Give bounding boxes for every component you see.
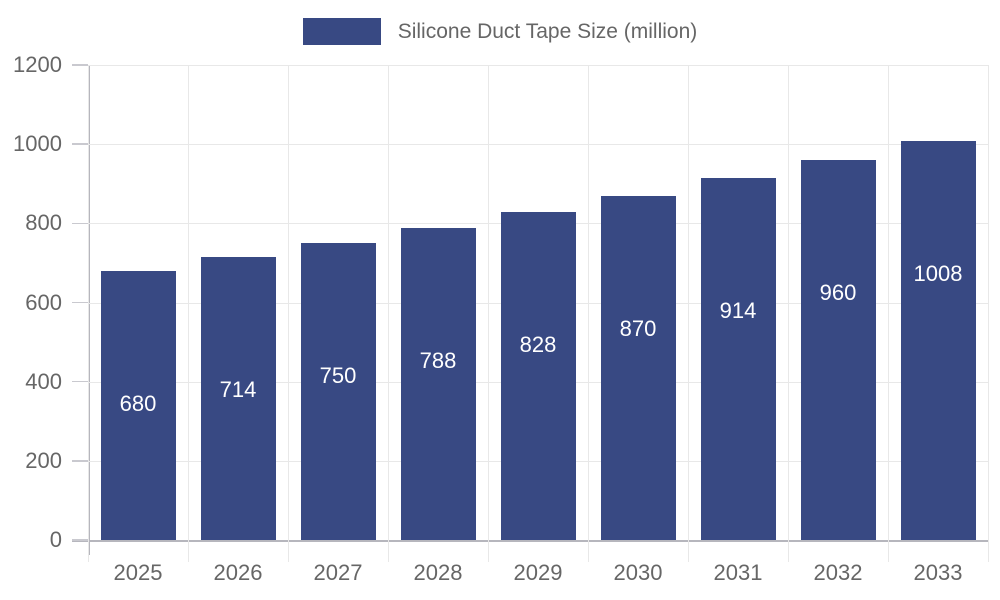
x-axis-spine xyxy=(72,540,988,542)
bar[interactable] xyxy=(500,212,576,540)
x-axis-tick-label: 2028 xyxy=(413,560,463,585)
vertical-gridline xyxy=(488,65,489,562)
horizontal-gridline xyxy=(88,540,988,541)
y-axis-tick-mark xyxy=(72,222,88,225)
x-axis-tick-label: 2033 xyxy=(913,560,963,585)
x-axis-tick-label: 2026 xyxy=(213,560,263,585)
vertical-gridline xyxy=(188,65,189,562)
y-axis-tick-label: 1200 xyxy=(13,52,62,77)
bar[interactable] xyxy=(600,195,676,540)
bar[interactable] xyxy=(200,257,276,540)
bar[interactable] xyxy=(100,270,176,540)
y-axis-tick-mark xyxy=(72,301,88,304)
y-axis-tick-mark xyxy=(72,460,88,462)
y-axis-tick-label: 600 xyxy=(25,289,62,315)
legend-color-swatch xyxy=(302,17,381,45)
vertical-gridline xyxy=(388,65,389,562)
vertical-gridline xyxy=(888,65,889,562)
y-axis-tick-mark xyxy=(72,143,88,145)
y-axis-tick-label: 0 xyxy=(49,527,62,552)
x-axis-tick-label: 2027 xyxy=(313,560,363,585)
vertical-gridline xyxy=(288,65,289,562)
vertical-gridline xyxy=(988,65,989,562)
vertical-gridline xyxy=(788,65,789,562)
bar[interactable] xyxy=(800,160,876,540)
vertical-gridline xyxy=(588,65,589,562)
y-axis-tick-mark xyxy=(72,539,88,541)
y-axis-tick-mark xyxy=(72,64,88,66)
legend-label: Silicone Duct Tape Size (million) xyxy=(397,19,698,43)
legend-item-silicone-duct-tape-size[interactable]: Silicone Duct Tape Size (million) xyxy=(302,17,698,45)
x-axis-tick-label: 2030 xyxy=(613,560,663,585)
x-axis-tick-label: 2025 xyxy=(113,560,163,585)
vertical-gridline xyxy=(688,65,689,562)
bar[interactable] xyxy=(900,141,976,540)
x-axis-tick-label: 2031 xyxy=(713,560,763,585)
vertical-gridline xyxy=(88,65,89,562)
bar[interactable] xyxy=(700,178,776,540)
x-axis-tick-label: 2029 xyxy=(513,560,563,585)
chart-legend: Silicone Duct Tape Size (million) xyxy=(0,12,1000,50)
horizontal-gridline xyxy=(88,144,988,146)
bar[interactable] xyxy=(400,228,476,540)
horizontal-gridline xyxy=(88,65,988,66)
y-axis-tick-label: 1000 xyxy=(13,131,62,157)
plot-area: 680 714 750 788 828 870 914 960 1008 xyxy=(88,65,989,562)
y-axis-tick-label: 800 xyxy=(25,210,62,236)
x-axis-tick-label: 2032 xyxy=(813,560,863,585)
y-axis-tick-label: 200 xyxy=(25,447,62,473)
bar[interactable] xyxy=(300,243,376,540)
y-axis-tick-label: 400 xyxy=(25,368,62,394)
y-axis-tick-mark xyxy=(72,380,88,383)
